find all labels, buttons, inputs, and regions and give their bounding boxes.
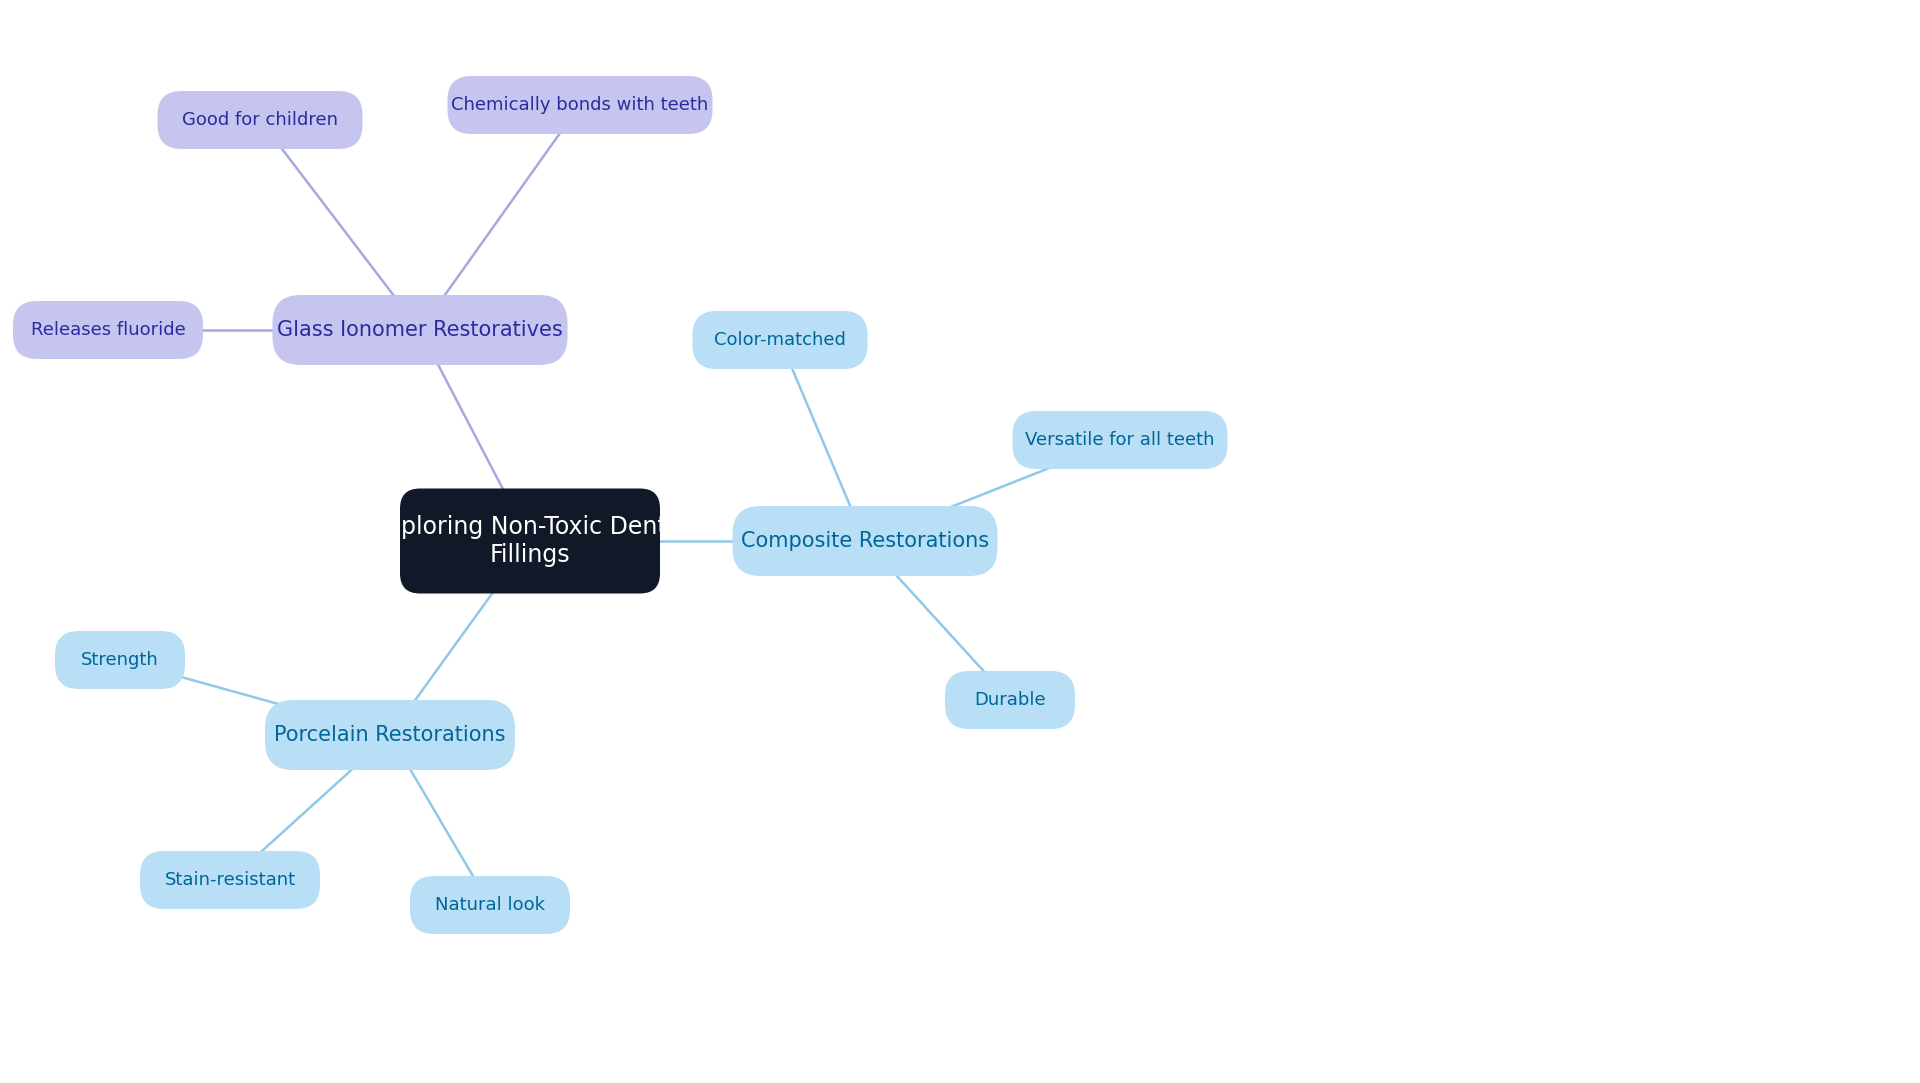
FancyBboxPatch shape (945, 671, 1075, 729)
Text: Natural look: Natural look (436, 896, 545, 914)
FancyBboxPatch shape (693, 311, 868, 369)
Text: Releases fluoride: Releases fluoride (31, 321, 186, 339)
Text: Versatile for all teeth: Versatile for all teeth (1025, 431, 1215, 449)
Text: Composite Restorations: Composite Restorations (741, 531, 989, 551)
FancyBboxPatch shape (411, 876, 570, 934)
FancyBboxPatch shape (273, 295, 568, 365)
FancyBboxPatch shape (56, 631, 184, 689)
FancyBboxPatch shape (140, 851, 321, 909)
FancyBboxPatch shape (733, 506, 998, 576)
Text: Exploring Non-Toxic Dental
Fillings: Exploring Non-Toxic Dental Fillings (372, 516, 687, 566)
Text: Good for children: Good for children (182, 110, 338, 129)
Text: Glass Ionomer Restoratives: Glass Ionomer Restoratives (276, 319, 563, 340)
Text: Durable: Durable (973, 691, 1046, 709)
FancyBboxPatch shape (13, 301, 204, 358)
Text: Porcelain Restorations: Porcelain Restorations (275, 725, 505, 745)
Text: Color-matched: Color-matched (714, 331, 847, 349)
FancyBboxPatch shape (157, 91, 363, 149)
Text: Strength: Strength (81, 651, 159, 669)
FancyBboxPatch shape (1012, 412, 1227, 469)
FancyBboxPatch shape (447, 76, 712, 134)
FancyBboxPatch shape (265, 700, 515, 770)
Text: Stain-resistant: Stain-resistant (165, 871, 296, 889)
FancyBboxPatch shape (399, 488, 660, 593)
Text: Chemically bonds with teeth: Chemically bonds with teeth (451, 96, 708, 114)
